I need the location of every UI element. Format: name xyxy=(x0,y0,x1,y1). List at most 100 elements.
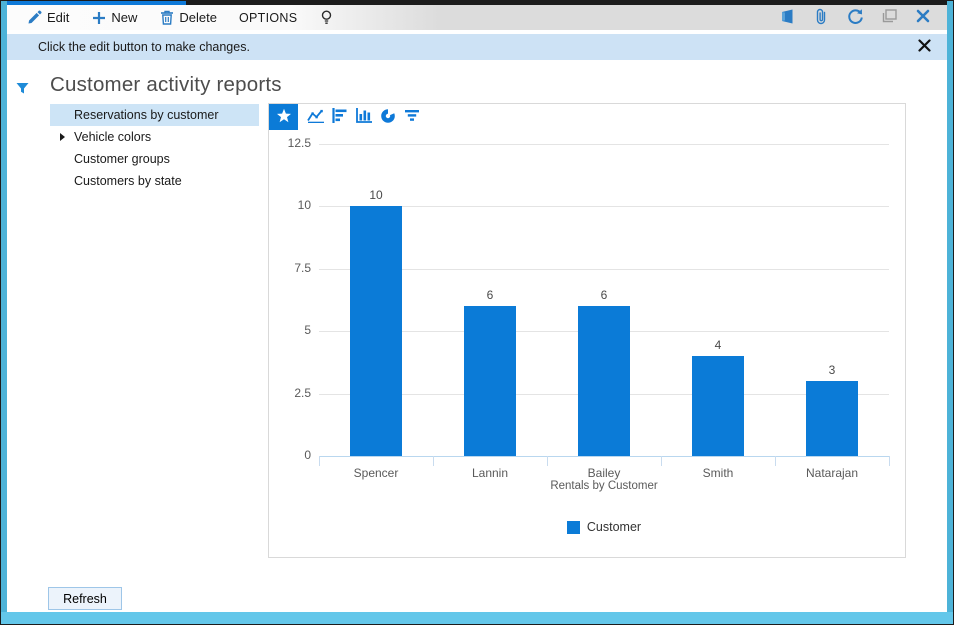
options-menu-label: OPTIONS xyxy=(239,10,298,25)
page-title: Customer activity reports xyxy=(50,73,282,96)
gridline xyxy=(319,268,889,270)
x-axis-category-label: Natarajan xyxy=(805,466,859,480)
close-icon xyxy=(916,9,930,26)
x-axis-tick-mark xyxy=(889,456,890,466)
bar-smith[interactable] xyxy=(692,356,744,456)
window-border-right xyxy=(947,1,953,624)
restore-window-icon xyxy=(882,9,897,26)
y-axis-tick-label: 12.5 xyxy=(287,136,311,150)
main-content: Customer activity reports Reservations b… xyxy=(7,60,947,612)
chart-panel: 0 2.5 5 7.5 10 12.5 10 Spencer 6 Lannin 6 Bailey 4 Sm… xyxy=(268,103,906,558)
x-axis-tick-mark xyxy=(661,456,662,466)
x-axis-tick-mark xyxy=(775,456,776,466)
sidebar-item-vehicle-colors[interactable]: Vehicle colors xyxy=(50,126,259,148)
window-border-bottom xyxy=(1,612,953,624)
x-axis-tick-mark xyxy=(547,456,548,466)
command-toolbar: Edit New Delete OPTIONS xyxy=(7,5,947,32)
y-axis-tick-label: 2.5 xyxy=(294,385,311,400)
notification-close-button[interactable] xyxy=(913,37,935,57)
close-icon xyxy=(917,39,931,55)
column-chart-icon xyxy=(355,108,373,126)
x-axis-line xyxy=(319,456,889,457)
gridline xyxy=(319,144,889,145)
refresh-icon-button[interactable] xyxy=(843,8,867,28)
x-axis-tick-mark xyxy=(433,456,434,466)
refresh-icon xyxy=(847,8,864,28)
edit-button-label: Edit xyxy=(47,10,70,25)
favorite-star-button[interactable] xyxy=(269,104,298,130)
x-axis-category-label: Lannin xyxy=(471,466,509,480)
dynamics-logo-icon xyxy=(779,8,796,28)
window-border-left xyxy=(1,1,7,624)
lightbulb-icon xyxy=(319,9,334,25)
bar-spencer[interactable] xyxy=(350,206,402,456)
paperclip-icon xyxy=(815,8,827,28)
gridline xyxy=(319,206,889,208)
x-axis-category-label: Spencer xyxy=(353,466,399,480)
funnel-chart-icon xyxy=(404,109,420,125)
y-axis-tick-label: 10 xyxy=(297,198,311,213)
new-button-label: New xyxy=(111,10,138,25)
bar-bailey[interactable] xyxy=(578,306,630,456)
expand-arrow-icon xyxy=(60,132,65,141)
chart-type-toolbar xyxy=(269,104,424,130)
popout-button[interactable] xyxy=(877,8,901,28)
toolbar-right-icons xyxy=(775,8,947,28)
window-border-top xyxy=(7,1,947,5)
report-list: Reservations by customer Vehicle colors … xyxy=(50,104,259,192)
x-axis-category-label: Bailey xyxy=(587,466,621,480)
funnel-chart-button[interactable] xyxy=(400,104,424,130)
plus-icon xyxy=(91,10,106,25)
chart-legend: Customer xyxy=(319,520,889,534)
x-axis-title: Rentals by Customer xyxy=(550,480,658,492)
legend-label: Customer xyxy=(586,520,642,534)
attach-button[interactable] xyxy=(809,8,833,28)
notification-text: Click the edit button to make changes. xyxy=(38,40,250,54)
dynamics-logo-button[interactable] xyxy=(775,8,799,28)
bar-value-label: 10 xyxy=(369,188,383,203)
delete-button-label: Delete xyxy=(179,10,217,25)
lightbulb-button[interactable] xyxy=(313,8,340,27)
sidebar-item-label: Customers by state xyxy=(74,174,182,188)
edit-button[interactable]: Edit xyxy=(21,8,75,27)
x-axis-category-label: Smith xyxy=(702,466,734,480)
bar-chart-horizontal-button[interactable] xyxy=(328,104,352,130)
sidebar-item-customers-by-state[interactable]: Customers by state xyxy=(50,170,259,192)
sidebar-item-label: Customer groups xyxy=(74,152,170,166)
bar-chart-horizontal-icon xyxy=(332,108,348,126)
bar-value-label: 6 xyxy=(486,288,494,303)
edit-pencil-icon xyxy=(27,10,42,25)
bar-value-label: 3 xyxy=(828,363,836,378)
bar-value-label: 4 xyxy=(714,338,722,353)
sidebar-item-label: Vehicle colors xyxy=(74,130,152,144)
sidebar-item-reservations-by-customer[interactable]: Reservations by customer xyxy=(50,104,259,126)
bar-lannin[interactable] xyxy=(464,306,516,456)
new-button[interactable]: New xyxy=(85,8,143,27)
doughnut-chart-button[interactable] xyxy=(376,104,400,130)
column-chart-button[interactable] xyxy=(352,104,376,130)
filter-funnel-icon xyxy=(15,81,30,96)
x-axis-tick-mark xyxy=(319,456,320,466)
delete-button[interactable]: Delete xyxy=(153,8,223,27)
doughnut-chart-icon xyxy=(380,106,397,127)
y-axis-tick-label: 0 xyxy=(304,448,311,462)
sidebar-item-customer-groups[interactable]: Customer groups xyxy=(50,148,259,170)
y-axis-tick-label: 5 xyxy=(304,323,311,338)
close-window-button[interactable] xyxy=(911,8,935,28)
line-chart-button[interactable] xyxy=(304,104,328,130)
refresh-button[interactable]: Refresh xyxy=(48,587,122,610)
bar-value-label: 6 xyxy=(600,288,608,303)
line-chart-icon xyxy=(307,109,325,126)
bar-natarajan[interactable] xyxy=(806,381,858,456)
y-axis-tick-label: 7.5 xyxy=(294,260,311,275)
notification-bar: Click the edit button to make changes. xyxy=(7,34,947,60)
window-border-top-accent xyxy=(7,1,186,5)
bar-chart: 0 2.5 5 7.5 10 12.5 10 Spencer 6 Lannin 6 Bailey 4 Sm… xyxy=(269,104,905,557)
legend-swatch xyxy=(566,520,580,534)
window-content: Edit New Delete OPTIONS xyxy=(7,5,947,612)
sidebar-item-label: Reservations by customer xyxy=(74,108,219,122)
favorite-star-icon xyxy=(276,108,292,127)
trash-icon xyxy=(159,10,174,25)
options-menu-button[interactable]: OPTIONS xyxy=(233,9,303,27)
